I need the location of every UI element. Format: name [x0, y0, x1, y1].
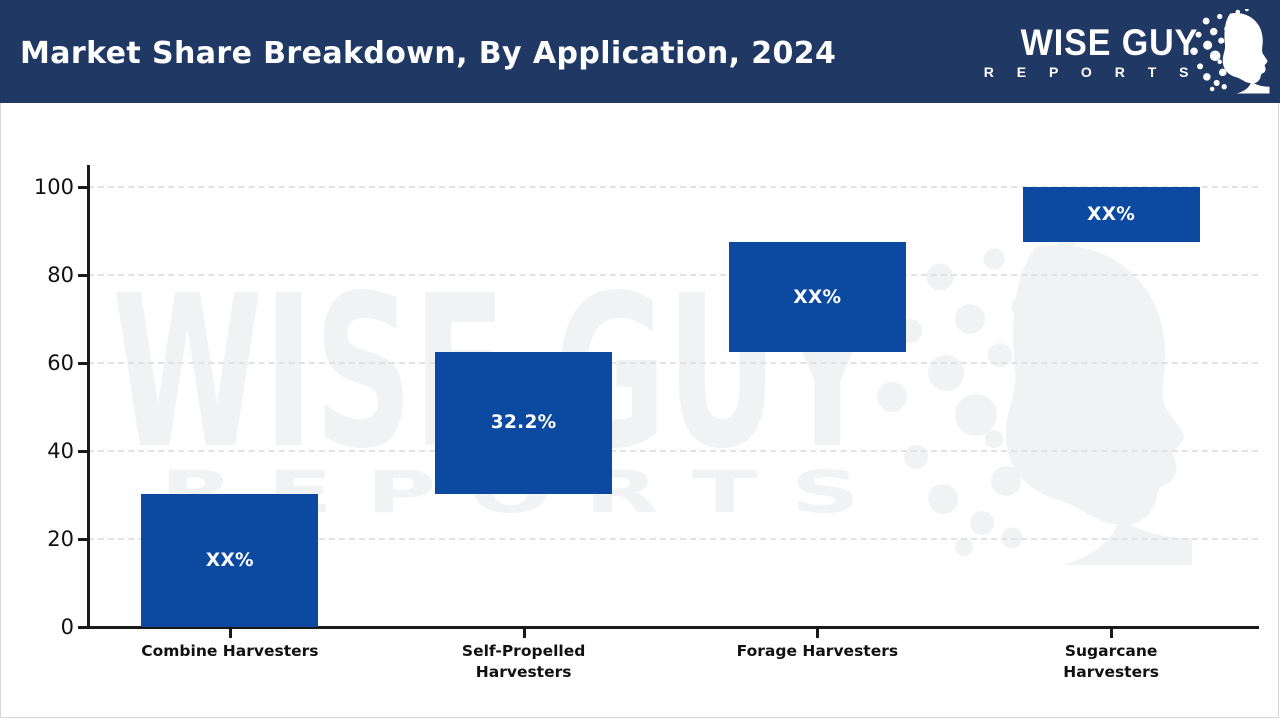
y-axis-tick — [78, 626, 87, 629]
gridline — [88, 362, 1258, 364]
x-axis-category-label: Self-Propelled Harvesters — [461, 642, 586, 681]
bar-value-label: XX% — [205, 549, 254, 571]
y-axis-tick-label: 40 — [47, 439, 74, 463]
y-axis-tick — [78, 274, 87, 277]
logo-text: WISE GUY R E P O R T S — [983, 21, 1198, 81]
logo-secondary-text: R E P O R T S — [983, 63, 1198, 80]
bar-value-label: XX% — [793, 286, 842, 308]
bar-value-label: 32.2% — [490, 412, 557, 434]
x-axis-tick — [522, 629, 526, 638]
chart-title: Market Share Breakdown, By Application, … — [20, 36, 837, 71]
wise-guy-reports-logo: WISE GUY R E P O R T S — [984, 6, 1270, 98]
bar-value-label: XX% — [1087, 204, 1136, 225]
y-axis-tick — [78, 186, 87, 189]
x-axis-tick — [816, 629, 820, 638]
logo-head-icon — [1190, 9, 1270, 94]
y-axis-tick-label: 0 — [60, 615, 74, 639]
x-axis-category-label: Forage Harvesters — [736, 642, 899, 660]
header-banner: Market Share Breakdown, By Application, … — [0, 0, 1280, 103]
x-axis-category-label: Sugarcane Harvesters — [1063, 642, 1159, 681]
y-axis-line — [87, 165, 90, 629]
y-axis-tick — [78, 362, 87, 365]
y-axis-tick-label: 100 — [33, 175, 74, 199]
bar-segment: XX% — [728, 242, 906, 352]
x-axis-tick — [1110, 629, 1114, 638]
gridline — [88, 538, 1258, 540]
chart-area-border — [0, 103, 1279, 718]
y-axis-tick — [78, 538, 87, 541]
bar-segment: XX% — [141, 493, 319, 627]
y-axis-tick-label: 80 — [47, 263, 74, 287]
gridline — [88, 274, 1258, 276]
gridline — [88, 450, 1258, 452]
bar-segment: XX% — [1022, 187, 1200, 242]
y-axis-tick-label: 60 — [47, 351, 74, 375]
logo-primary-text: WISE GUY — [1020, 21, 1198, 63]
y-axis-tick — [78, 450, 87, 453]
x-axis-tick — [228, 629, 232, 638]
x-axis-line — [87, 626, 1259, 629]
bar-segment: 32.2% — [435, 352, 613, 494]
gridline — [88, 186, 1258, 188]
y-axis-tick-label: 20 — [47, 527, 74, 551]
x-axis-category-label: Combine Harvesters — [141, 642, 319, 660]
